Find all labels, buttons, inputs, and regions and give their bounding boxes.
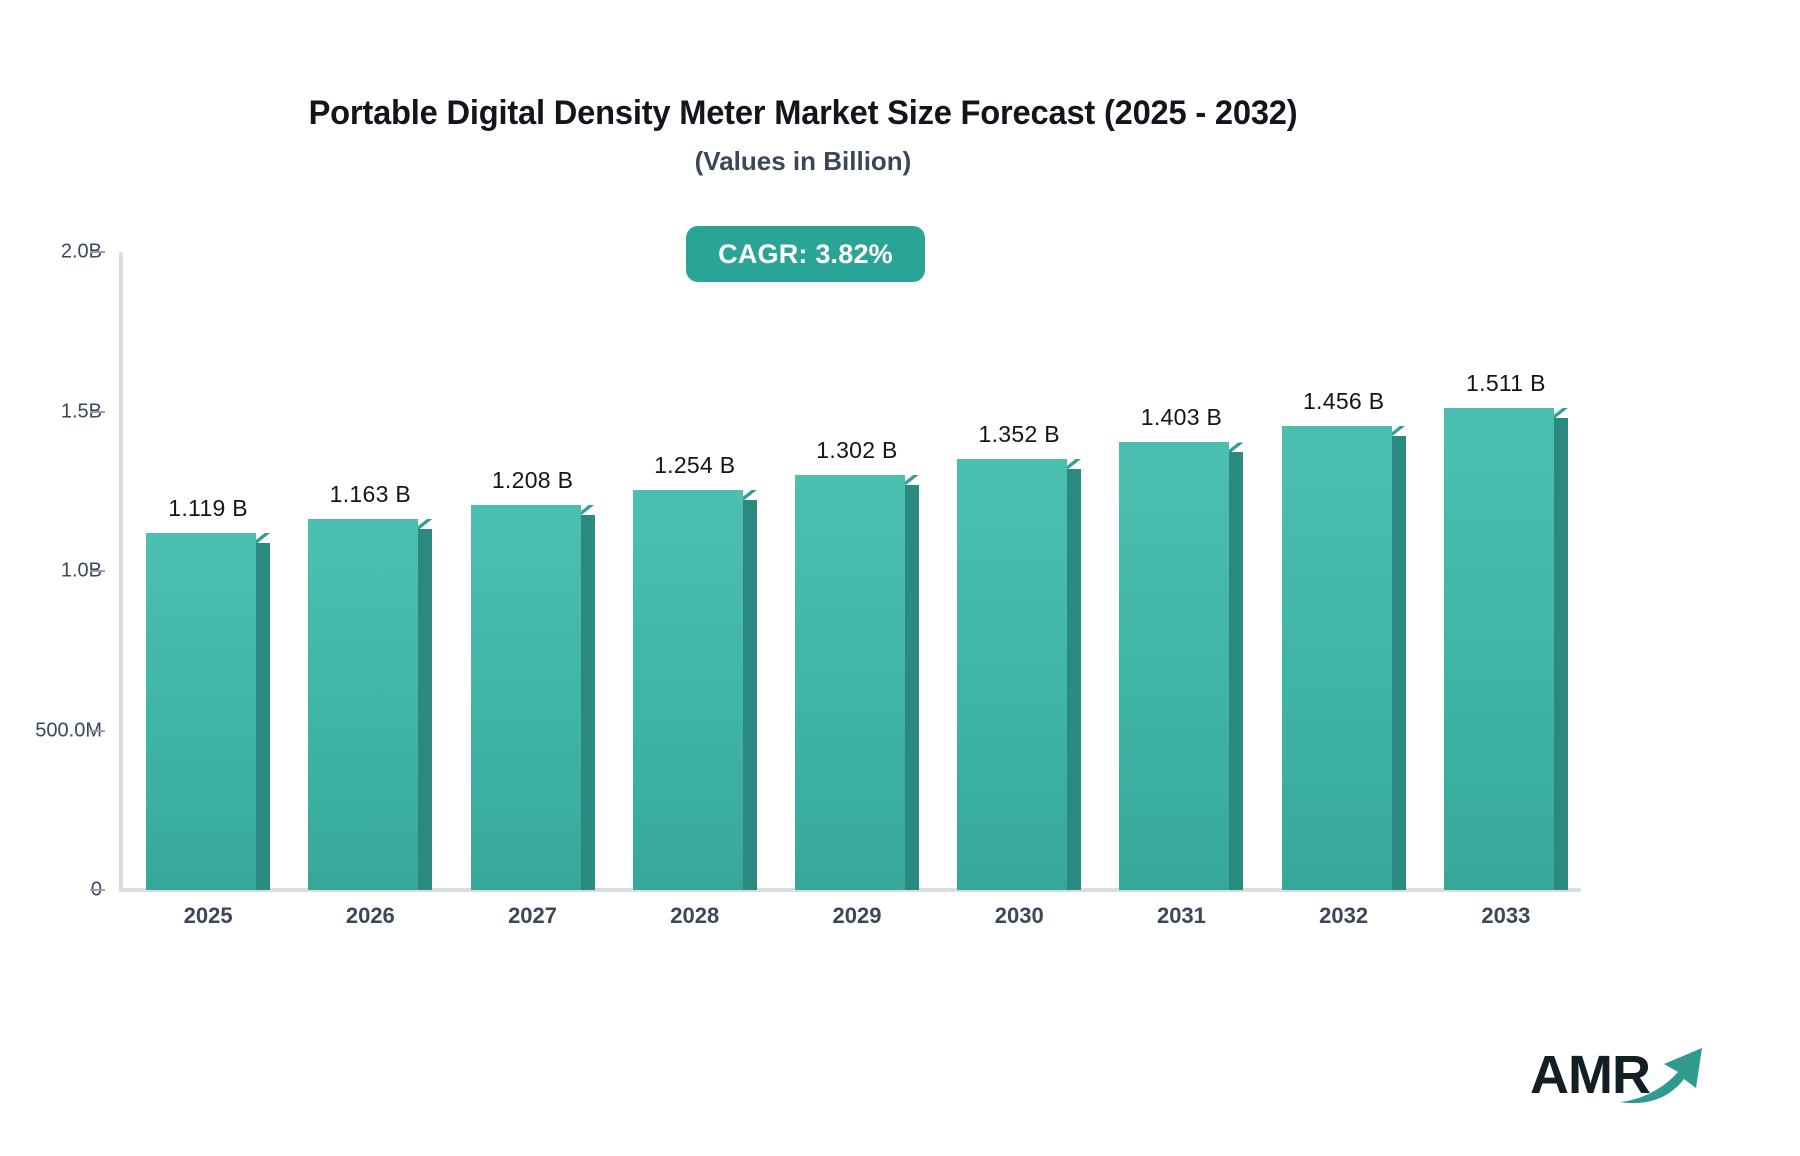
y-axis-tick-mark [90, 729, 105, 732]
bar-2031[interactable] [1119, 0, 1244, 890]
bar-top-face [1549, 408, 1568, 418]
bar-2029[interactable] [795, 0, 919, 890]
bar-value-label: 1.403 B [1140, 404, 1223, 431]
cagr-badge: CAGR: 3.82% [686, 226, 925, 282]
x-axis-tick-label: 2025 [183, 903, 233, 928]
bar-front-face [957, 458, 1068, 890]
x-axis-tick-label: 2029 [832, 903, 882, 928]
bar-side-face [1067, 468, 1082, 890]
y-axis-tick-mark [90, 889, 105, 891]
bar-side-face [905, 484, 919, 890]
x-axis-line [119, 888, 1581, 892]
bar-front-face [1119, 442, 1230, 890]
bar-front-face [1443, 408, 1554, 890]
x-axis-tick-label: 2031 [1156, 903, 1206, 928]
bar-top-face [1387, 425, 1406, 436]
bar-side-face [742, 499, 757, 890]
bar-top-face [414, 519, 433, 530]
bar-side-face [580, 514, 595, 890]
bar-2033[interactable] [1443, 0, 1568, 890]
bar-top-face [901, 474, 919, 485]
bar-front-face [632, 489, 743, 890]
bar-front-face [146, 533, 257, 890]
y-axis-tick-label: 500.0M [35, 719, 102, 741]
bar-side-face [256, 543, 271, 890]
bar-value-label: 1.254 B [654, 451, 736, 478]
y-axis-tick-label: 0 [0, 879, 102, 902]
bar-value-label: 1.456 B [1302, 387, 1385, 414]
bar-side-face [418, 529, 433, 890]
x-axis-tick-label: 2030 [994, 903, 1044, 928]
y-axis-tick-mark [90, 570, 105, 572]
x-axis-tick-label: 2027 [508, 903, 558, 928]
bar-value-label: 1.208 B [491, 466, 574, 493]
amr-logo: AMR [1530, 1040, 1710, 1112]
bar-2027[interactable] [470, 0, 595, 890]
x-axis-tick-label: 2032 [1319, 903, 1369, 928]
growth-arrow-icon [1620, 1048, 1702, 1104]
x-axis-tick-label: 2033 [1481, 903, 1531, 928]
bar-value-label: 1.119 B [168, 495, 248, 522]
bar-value-label: 1.511 B [1466, 369, 1546, 396]
bar-top-face [576, 504, 595, 515]
bar-side-face [1229, 452, 1244, 890]
y-axis-line [119, 252, 123, 892]
bar-value-label: 1.352 B [978, 420, 1060, 447]
bar-top-face [738, 489, 757, 500]
y-axis-tick-label: 2.0B [60, 240, 102, 263]
chart-subtitle: (Values in Billion) [694, 146, 912, 176]
bar-top-face [1063, 458, 1082, 469]
x-axis-tick-label: 2026 [345, 903, 395, 928]
bar-side-face [1553, 418, 1568, 890]
bar-front-face [795, 474, 905, 890]
bar-2028[interactable] [632, 0, 757, 890]
y-axis-tick-mark [90, 410, 105, 413]
x-axis-tick-label: 2028 [670, 903, 720, 928]
bar-front-face [1281, 425, 1392, 890]
bar-chart-plot: 0 500.0M 1.0B 1.5B 2.0B 1.119 B 1.163 B 1.208 … [0, 0, 1581, 928]
bar-2030[interactable] [957, 0, 1082, 890]
bar-front-face [308, 519, 419, 890]
bar-2032[interactable] [1281, 0, 1406, 890]
bar-front-face [470, 504, 581, 890]
y-axis-tick-label: 1.0B [60, 559, 102, 582]
y-axis-tick-mark [90, 251, 105, 253]
bar-side-face [1391, 435, 1406, 890]
bar-2025[interactable] [146, 0, 271, 890]
amr-logo-text: AMR [1530, 1045, 1651, 1105]
y-axis-tick-label: 1.5B [60, 400, 102, 422]
bar-value-label: 1.163 B [329, 481, 412, 507]
bar-value-label: 1.302 B [816, 436, 898, 463]
bar-2026[interactable] [308, 0, 433, 890]
bar-top-face [252, 533, 271, 544]
page-title: Portable Digital Density Meter Market Si… [308, 94, 1298, 132]
bar-top-face [1225, 442, 1244, 453]
